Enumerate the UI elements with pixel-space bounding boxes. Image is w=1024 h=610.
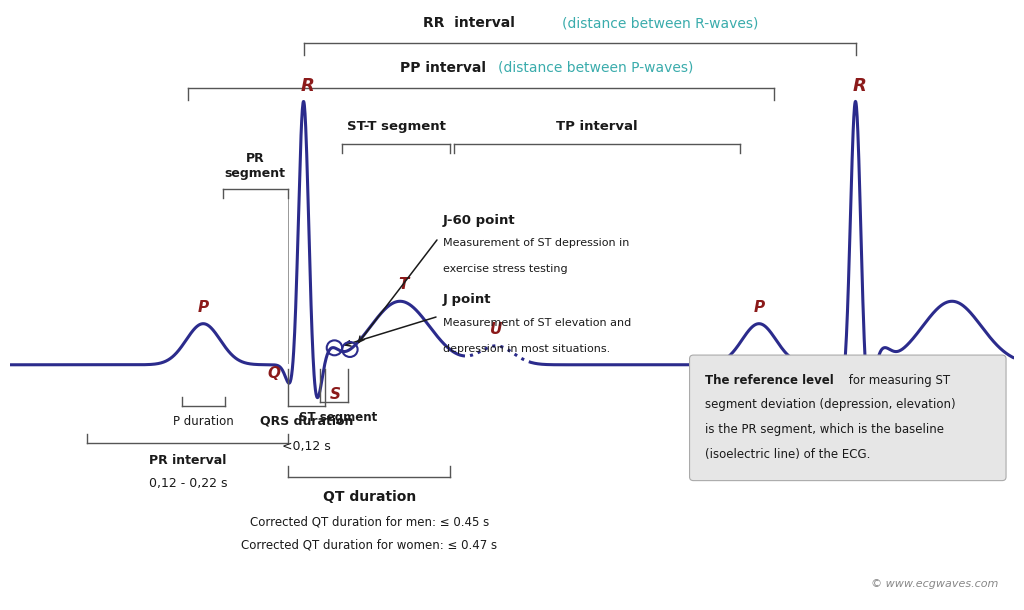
Text: P: P [754, 300, 765, 315]
Text: S: S [330, 387, 341, 403]
Text: S: S [882, 387, 893, 403]
Text: Q: Q [267, 366, 281, 381]
Text: PR
segment: PR segment [225, 152, 286, 180]
Text: for measuring ST: for measuring ST [846, 374, 950, 387]
Text: depression in most situations.: depression in most situations. [442, 344, 609, 354]
Text: Corrected QT duration for men: ≤ 0.45 s: Corrected QT duration for men: ≤ 0.45 s [250, 515, 488, 529]
Text: PP interval: PP interval [400, 61, 490, 75]
Text: <0,12 s: <0,12 s [283, 439, 331, 453]
Text: T: T [398, 278, 410, 292]
Text: U: U [490, 322, 503, 337]
FancyBboxPatch shape [828, 357, 887, 481]
Text: exercise stress testing: exercise stress testing [442, 264, 567, 274]
Text: R: R [852, 77, 866, 95]
Text: RR  interval: RR interval [423, 16, 520, 30]
Text: © www.ecgwaves.com: © www.ecgwaves.com [871, 579, 998, 589]
Text: Corrected QT duration for women: ≤ 0.47 s: Corrected QT duration for women: ≤ 0.47 … [241, 538, 498, 551]
Text: J point: J point [442, 293, 492, 306]
Text: PR interval: PR interval [150, 454, 226, 467]
Text: (distance between R-waves): (distance between R-waves) [562, 16, 759, 30]
Text: Measurement of ST depression in: Measurement of ST depression in [442, 238, 629, 248]
FancyBboxPatch shape [689, 355, 1006, 481]
Text: 0,12 - 0,22 s: 0,12 - 0,22 s [148, 477, 227, 490]
Text: P: P [198, 300, 209, 315]
Text: ST segment: ST segment [299, 411, 377, 424]
Text: (distance between P-waves): (distance between P-waves) [498, 61, 693, 75]
Text: QT duration: QT duration [323, 490, 416, 504]
Text: P duration: P duration [173, 415, 233, 428]
Text: TP interval: TP interval [556, 120, 638, 133]
Text: J-60 point: J-60 point [442, 214, 515, 226]
Text: Q: Q [819, 366, 833, 381]
Text: QRS duration: QRS duration [260, 415, 353, 428]
Text: (isoelectric line) of the ECG.: (isoelectric line) of the ECG. [705, 448, 870, 461]
Text: is the PR segment, which is the baseline: is the PR segment, which is the baseline [705, 423, 944, 436]
Text: segment deviation (depression, elevation): segment deviation (depression, elevation… [705, 398, 955, 411]
Text: ST-T segment: ST-T segment [347, 120, 445, 133]
Text: R: R [300, 77, 314, 95]
Text: The reference level: The reference level [705, 374, 834, 387]
Text: Measurement of ST elevation and: Measurement of ST elevation and [442, 318, 631, 328]
